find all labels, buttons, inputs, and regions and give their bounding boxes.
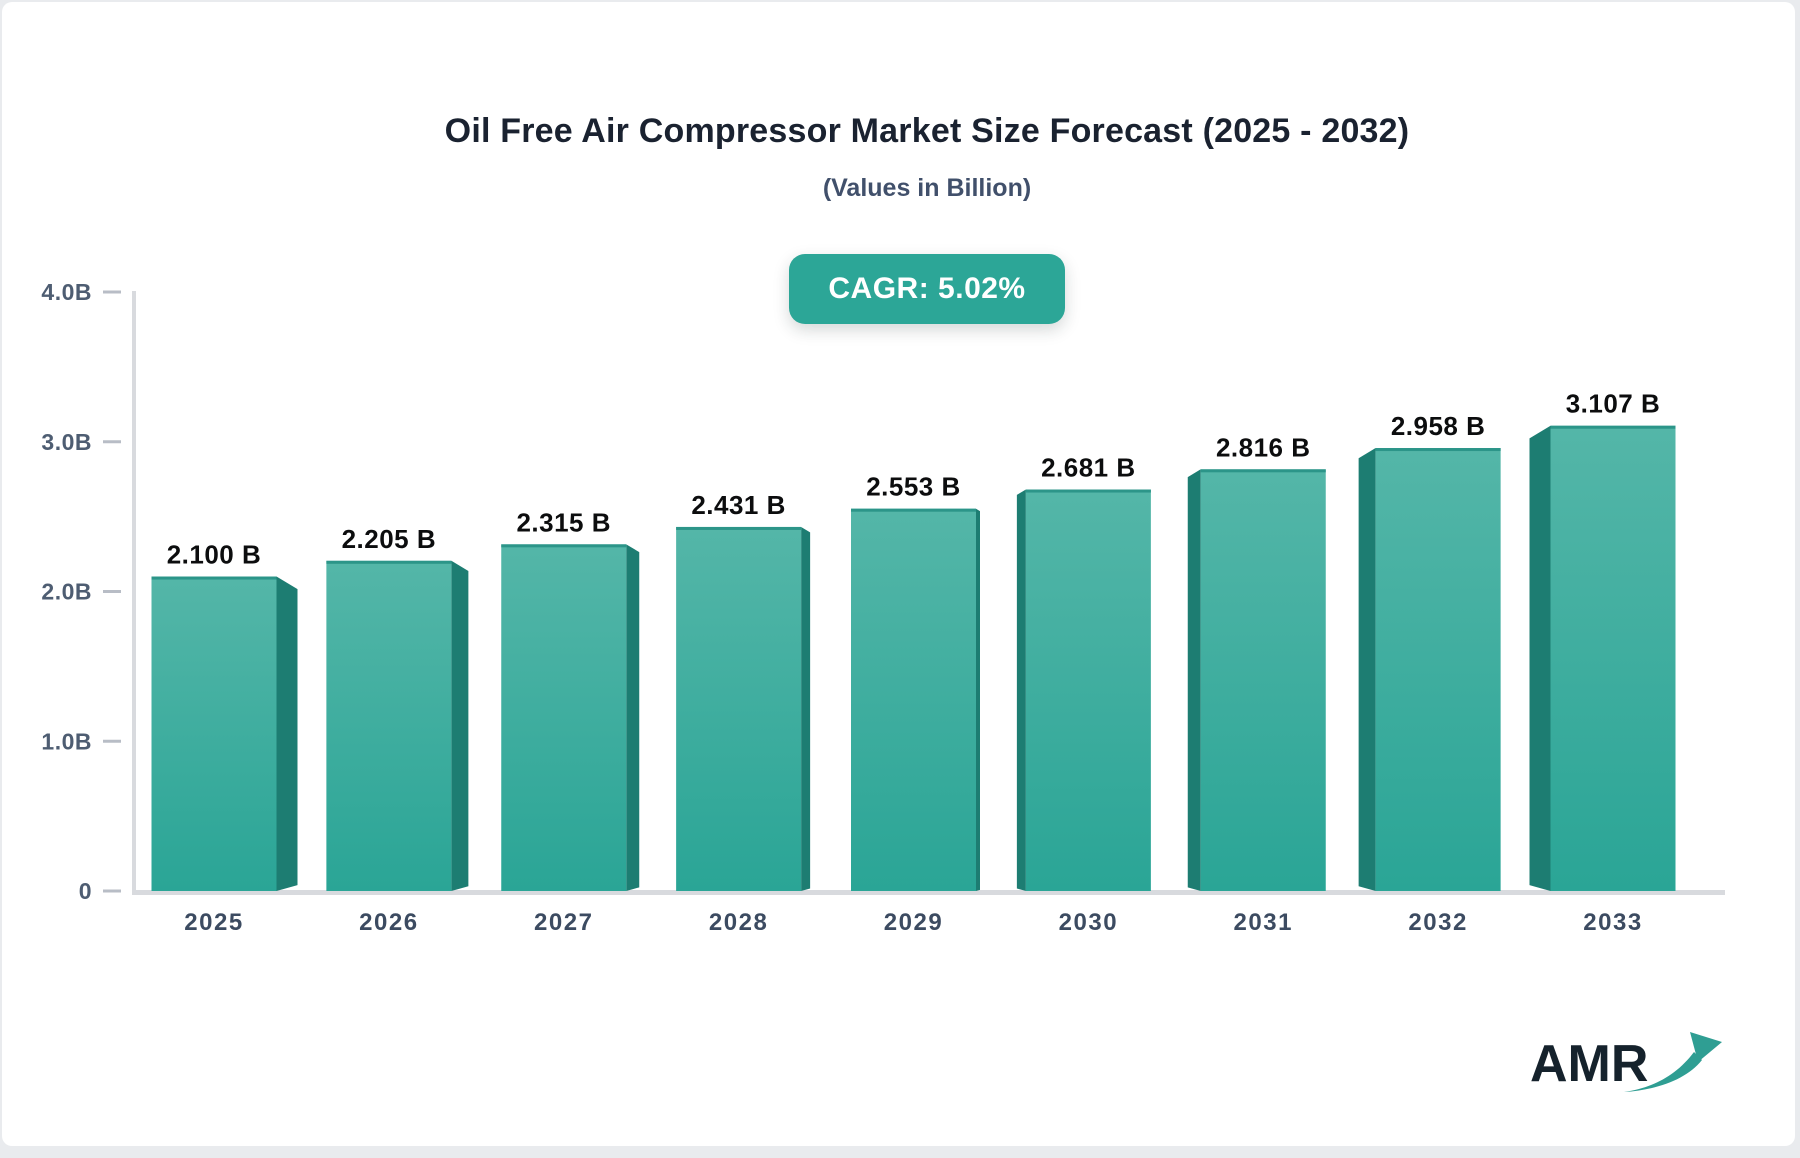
chart-title: Oil Free Air Compressor Market Size Fore…	[444, 112, 1410, 150]
bar[interactable]	[676, 526, 802, 891]
chart-subtitle: (Values in Billion)	[822, 174, 1032, 202]
y-axis-tick-label: 1.0B	[41, 728, 92, 754]
bar-top-edge	[501, 544, 627, 548]
bar-side-face	[1529, 425, 1551, 891]
bar-side-face	[451, 560, 469, 891]
x-axis-label: 2025	[184, 909, 243, 936]
logo-arrow-head	[1690, 1032, 1722, 1062]
bar[interactable]	[1375, 448, 1501, 891]
bar[interactable]	[1550, 425, 1676, 891]
logo-arrow-tail	[1624, 1052, 1702, 1092]
x-axis-label: 2030	[1059, 909, 1118, 936]
bar[interactable]	[151, 576, 277, 891]
bar-top-edge	[676, 526, 802, 530]
bar-group: 2.205 B 2026	[326, 524, 469, 936]
bar-group: 2.553 B 2029	[851, 472, 980, 936]
x-axis-label: 2032	[1408, 909, 1467, 936]
bar[interactable]	[1025, 489, 1151, 891]
bar-group: 2.315 B 2027	[501, 507, 640, 936]
bar[interactable]	[851, 508, 976, 891]
bar-top-edge	[1200, 469, 1326, 473]
x-axis-label: 2033	[1583, 909, 1642, 936]
x-axis-label: 2026	[359, 909, 418, 936]
y-axis-tick-label: 4.0B	[41, 279, 92, 305]
cagr-badge-wrap: CAGR: 5.02%	[52, 254, 1800, 324]
x-axis-label: 2027	[534, 909, 593, 936]
bar-value-label: 2.205 B	[342, 524, 437, 554]
bar-group: 2.816 B 2031	[1187, 432, 1326, 936]
bar-value-label: 2.816 B	[1216, 432, 1311, 462]
bar-top-edge	[326, 560, 452, 564]
bar-side-face	[626, 544, 640, 891]
bar-value-label: 2.958 B	[1391, 411, 1486, 441]
bar-value-label: 2.431 B	[691, 490, 786, 520]
cagr-badge: CAGR: 5.02%	[789, 254, 1065, 324]
bar-group: 2.100 B 2025	[151, 540, 298, 936]
bar-top-edge	[1550, 425, 1676, 429]
bar-side-face	[1187, 469, 1201, 891]
bar-side-face	[801, 526, 811, 891]
bar-top-edge	[851, 508, 976, 512]
y-axis-tick-label: 2.0B	[41, 579, 92, 605]
x-axis-label: 2028	[709, 909, 768, 936]
logo-arrow-icon	[1624, 1032, 1722, 1092]
bar-group: 2.431 B 2028	[676, 490, 811, 936]
bar[interactable]	[1200, 469, 1326, 891]
bar-group: 2.681 B 2030	[1016, 453, 1151, 936]
bar-top-edge	[1025, 489, 1151, 493]
bar-group: 3.107 B 2033	[1529, 389, 1676, 936]
bar-value-label: 2.681 B	[1041, 453, 1136, 483]
x-axis-label: 2029	[884, 909, 943, 936]
bar-top-edge	[1375, 448, 1501, 452]
x-axis-label: 2031	[1234, 909, 1293, 936]
amr-logo-text: AMR	[1530, 1035, 1649, 1093]
bar[interactable]	[326, 560, 452, 891]
bar-side-face	[976, 508, 980, 891]
bar-value-label: 2.315 B	[516, 507, 611, 537]
y-axis-tick-label: 0	[79, 878, 92, 904]
amr-logo: AMR	[1530, 1032, 1722, 1108]
bar-value-label: 2.100 B	[167, 540, 262, 570]
bar-side-face	[276, 576, 298, 891]
y-axis-tick-label: 3.0B	[41, 429, 92, 455]
bar-top-edge	[151, 576, 277, 580]
bar-side-face	[1358, 448, 1376, 891]
bar-side-face	[1016, 489, 1026, 891]
bar-value-label: 2.553 B	[866, 472, 961, 502]
bar-group: 2.958 B 2032	[1358, 411, 1501, 936]
bar[interactable]	[501, 544, 627, 891]
bar-value-label: 3.107 B	[1566, 389, 1661, 419]
